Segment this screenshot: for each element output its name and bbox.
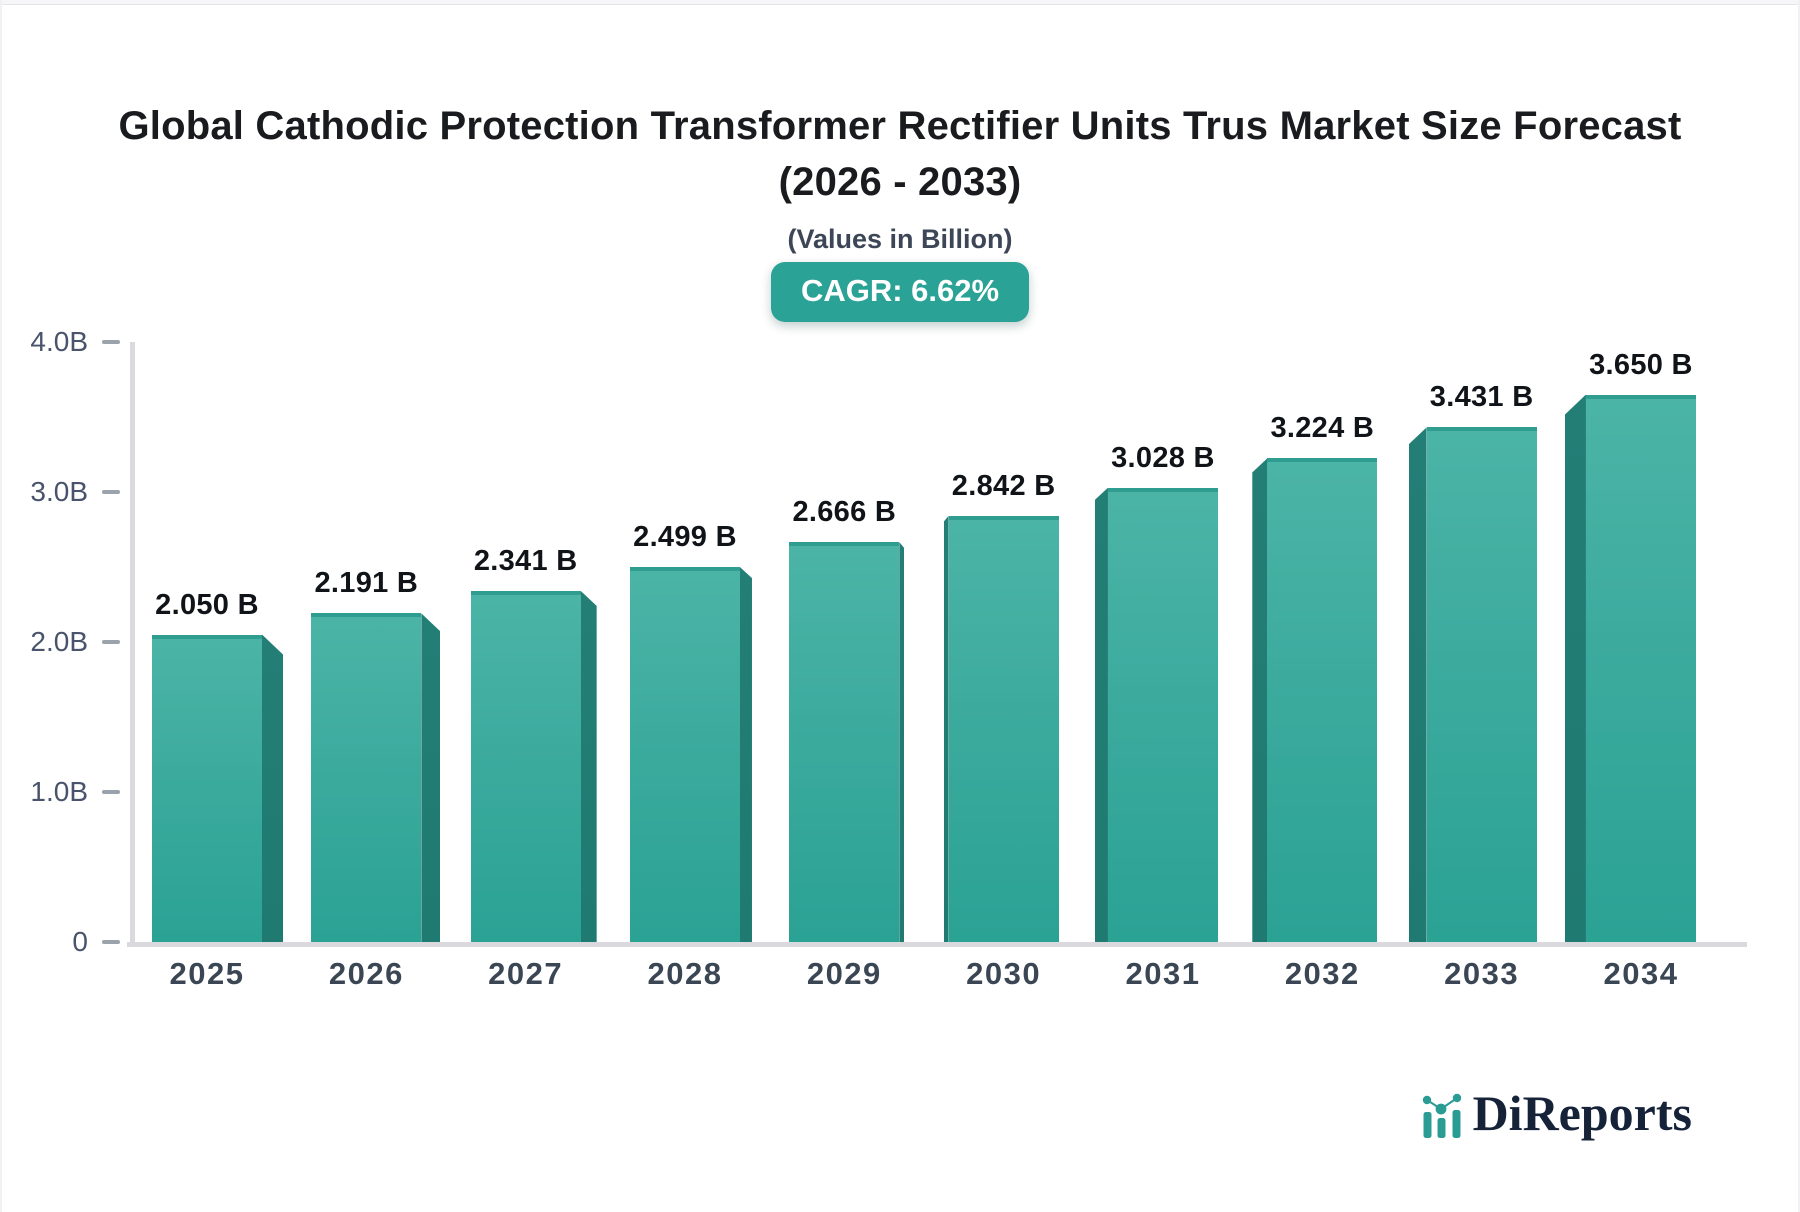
bar [311, 613, 422, 942]
chart-title-line1: Global Cathodic Protection Transformer R… [118, 104, 1682, 148]
y-axis-tick-mark [102, 940, 120, 944]
bar-3d-side [1094, 487, 1108, 942]
brand-logo: DiReports [1420, 1084, 1692, 1138]
bar-3d-side [262, 634, 283, 942]
x-axis-category-label: 2025 [169, 956, 245, 991]
bar-value-label: 2.050 B [155, 588, 259, 621]
y-axis-tick-label: 2.0B [30, 626, 88, 657]
bar-value-label: 3.431 B [1429, 381, 1534, 414]
bar-value-label: 2.666 B [792, 496, 897, 529]
bar-3d-side [421, 613, 441, 942]
x-axis-category-label: 2032 [1284, 956, 1360, 991]
y-axis-tick-label: 1.0B [30, 776, 88, 807]
x-axis-category-label: 2034 [1603, 956, 1679, 991]
y-axis-tick-label: 3.0B [30, 476, 88, 507]
cagr-badge-wrap: CAGR: 6.62% [2, 262, 1798, 322]
cagr-badge: CAGR: 6.62% [770, 262, 1030, 322]
x-axis-category-label: 2028 [647, 956, 723, 991]
chart-subtitle: (Values in Billion) [787, 224, 1013, 254]
y-axis-tick-label: 0 [72, 926, 88, 957]
y-axis-tick-mark [102, 340, 120, 344]
bar-3d-side [1252, 458, 1268, 942]
y-axis-tick-label: 4.0B [30, 326, 88, 357]
bar-3d-side [739, 567, 752, 942]
bar [470, 590, 581, 942]
bar [629, 567, 740, 942]
bar-value-label: 2.842 B [951, 469, 1056, 502]
mini-bar-line-chart-icon [1422, 1093, 1461, 1138]
x-axis-category-label: 2030 [966, 956, 1042, 991]
bar [1267, 458, 1378, 942]
brand-logo-text: DiReports [1472, 1085, 1692, 1141]
bar [948, 515, 1059, 942]
bar-3d-side [899, 542, 905, 942]
bar-3d-side [1408, 427, 1427, 942]
x-axis-category-label: 2031 [1125, 956, 1201, 991]
y-axis-line [130, 342, 135, 947]
page-top-border [2, 0, 1798, 5]
bar-3d-side [580, 590, 597, 942]
bar [1107, 487, 1218, 942]
bar-value-label: 2.191 B [314, 567, 419, 600]
x-axis-category-label: 2027 [488, 956, 564, 991]
bar-3d-side [1564, 394, 1586, 942]
x-axis-category-label: 2029 [806, 956, 882, 991]
bar-value-label: 2.499 B [633, 521, 737, 554]
chart-title-line2: (2026 - 2033) [778, 160, 1022, 204]
y-axis-tick-mark [102, 490, 120, 494]
bar-value-label: 2.341 B [473, 544, 578, 577]
x-axis-line [127, 942, 1747, 947]
bar-value-label: 3.650 B [1589, 348, 1693, 381]
y-axis-tick-mark [102, 640, 120, 644]
x-axis-category-label: 2026 [328, 956, 404, 991]
bar-value-label: 3.224 B [1270, 412, 1375, 445]
bar [1426, 427, 1537, 942]
x-axis-category-label: 2033 [1444, 956, 1520, 991]
bar [1585, 394, 1696, 942]
bar-value-label: 3.028 B [1111, 441, 1215, 474]
y-axis-tick-mark [102, 790, 120, 794]
bar [152, 634, 262, 942]
bar-3d-side [943, 515, 949, 942]
bar [789, 542, 900, 942]
